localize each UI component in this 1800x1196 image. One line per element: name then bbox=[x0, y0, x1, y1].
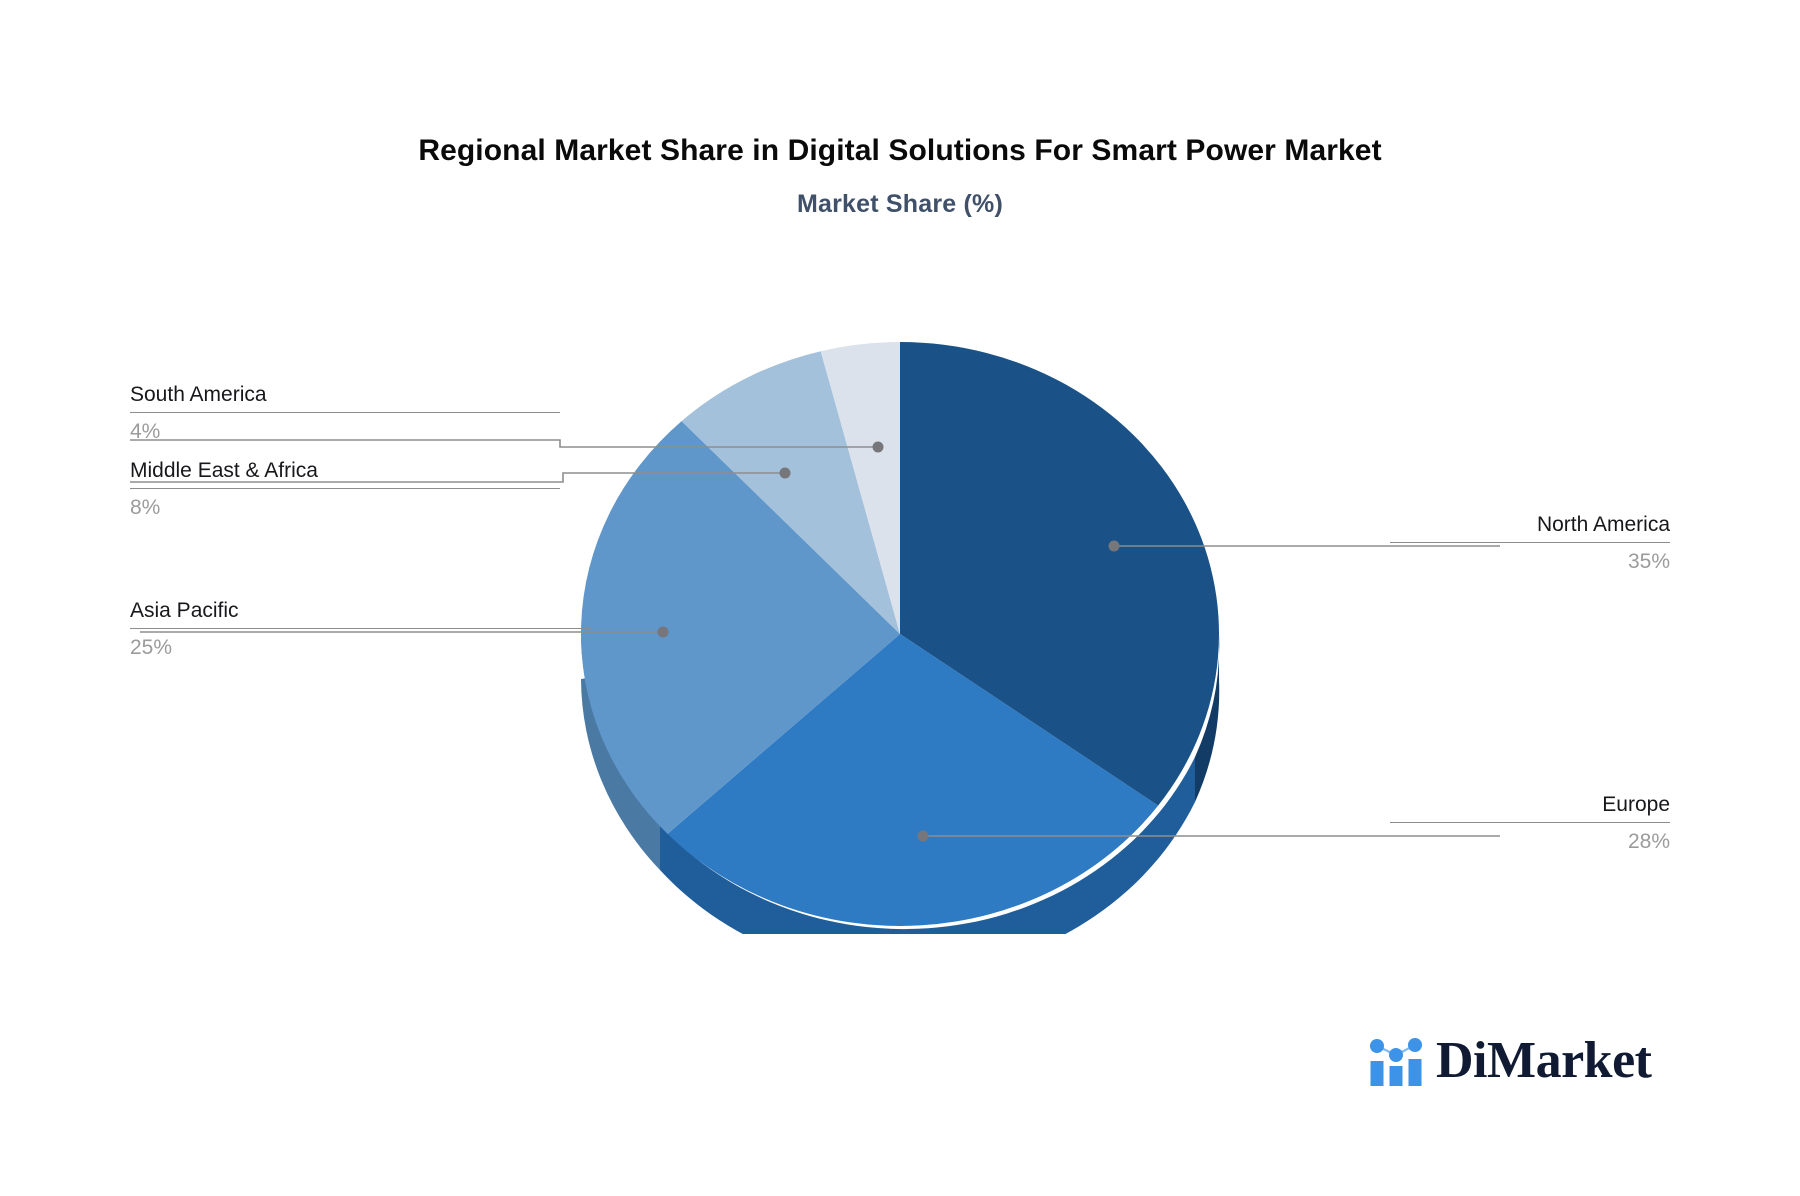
callout-rule-asia-pacific bbox=[130, 628, 590, 629]
callout-middle-east-africa: Middle East & Africa 8% bbox=[130, 460, 560, 518]
leader-dots bbox=[657, 441, 1120, 842]
callout-label-middle-east-africa: Middle East & Africa bbox=[130, 459, 318, 482]
callout-value-south-america: 4% bbox=[130, 420, 161, 443]
pie-3d-depth bbox=[580, 342, 1220, 934]
leader-dot-europe bbox=[917, 830, 929, 842]
leader-lines bbox=[130, 439, 1500, 837]
callout-rule-europe bbox=[1390, 822, 1670, 823]
logo-text: DiMarket bbox=[1436, 1032, 1652, 1089]
bar-chart-icon bbox=[1370, 1038, 1422, 1086]
leader-dot-asia-pacific bbox=[657, 626, 669, 638]
page-title: Regional Market Share in Digital Solutio… bbox=[418, 134, 1382, 167]
callout-label-north-america: North America bbox=[1536, 513, 1670, 536]
callout-value-north-america: 35% bbox=[1627, 550, 1670, 573]
pie-side-north-america bbox=[1195, 634, 1220, 802]
pie-slice-asia-pacific bbox=[580, 421, 900, 834]
callout-rule-middle-east-africa bbox=[130, 488, 560, 489]
leader-line-middle-east-africa bbox=[130, 472, 785, 483]
callout-value-asia-pacific: 25% bbox=[130, 636, 173, 659]
pie-slice-south-america bbox=[820, 342, 900, 634]
pie-slice-europe bbox=[667, 634, 1159, 926]
callout-rule-south-america bbox=[130, 412, 560, 413]
page-subtitle: Market Share (%) bbox=[796, 190, 1004, 218]
dimarket-logo: DiMarket bbox=[1368, 1032, 1652, 1089]
callout-label-asia-pacific: Asia Pacific bbox=[130, 599, 239, 622]
leader-dot-south-america bbox=[872, 441, 884, 453]
callout-south-america: South America 4% bbox=[130, 384, 560, 442]
callout-label-south-america: South America bbox=[130, 383, 267, 406]
callout-rule-north-america bbox=[1390, 542, 1670, 543]
leader-dot-middle-east-africa bbox=[779, 467, 791, 479]
leader-line-south-america bbox=[130, 439, 878, 448]
callout-value-middle-east-africa: 8% bbox=[130, 496, 161, 519]
pie-slice-north-america bbox=[900, 342, 1219, 806]
callout-north-america: North America 35% bbox=[1390, 514, 1670, 572]
callout-label-europe: Europe bbox=[1602, 793, 1670, 816]
pie-slice-middle-east-africa bbox=[681, 351, 900, 634]
callout-europe: Europe 28% bbox=[1390, 794, 1670, 852]
callout-asia-pacific: Asia Pacific 25% bbox=[130, 600, 590, 658]
leader-dot-north-america bbox=[1108, 540, 1120, 552]
callout-value-europe: 28% bbox=[1627, 830, 1670, 853]
